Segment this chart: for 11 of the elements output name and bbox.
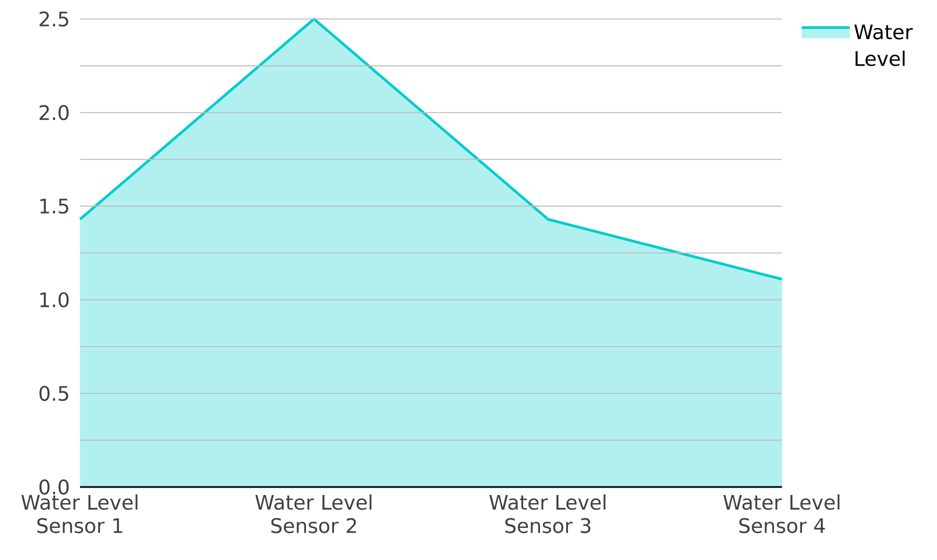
y-tick-label: 2.0	[40, 105, 69, 120]
legend-label: Water Level	[854, 24, 913, 66]
x-tick-label: Water Level Sensor 3	[489, 494, 606, 534]
y-tick-label: 2.5	[40, 11, 68, 27]
y-tick-label: 1.0	[40, 292, 69, 308]
x-tick-label: Water Level Sensor 1	[21, 494, 138, 534]
x-tick-label: Water Level Sensor 2	[255, 494, 372, 534]
y-tick-label: 0.0	[39, 479, 69, 495]
y-tick-label: 0.5	[39, 386, 68, 401]
x-tick-label: Water Level Sensor 4	[723, 494, 840, 534]
y-tick-label: 1.5	[40, 198, 68, 214]
